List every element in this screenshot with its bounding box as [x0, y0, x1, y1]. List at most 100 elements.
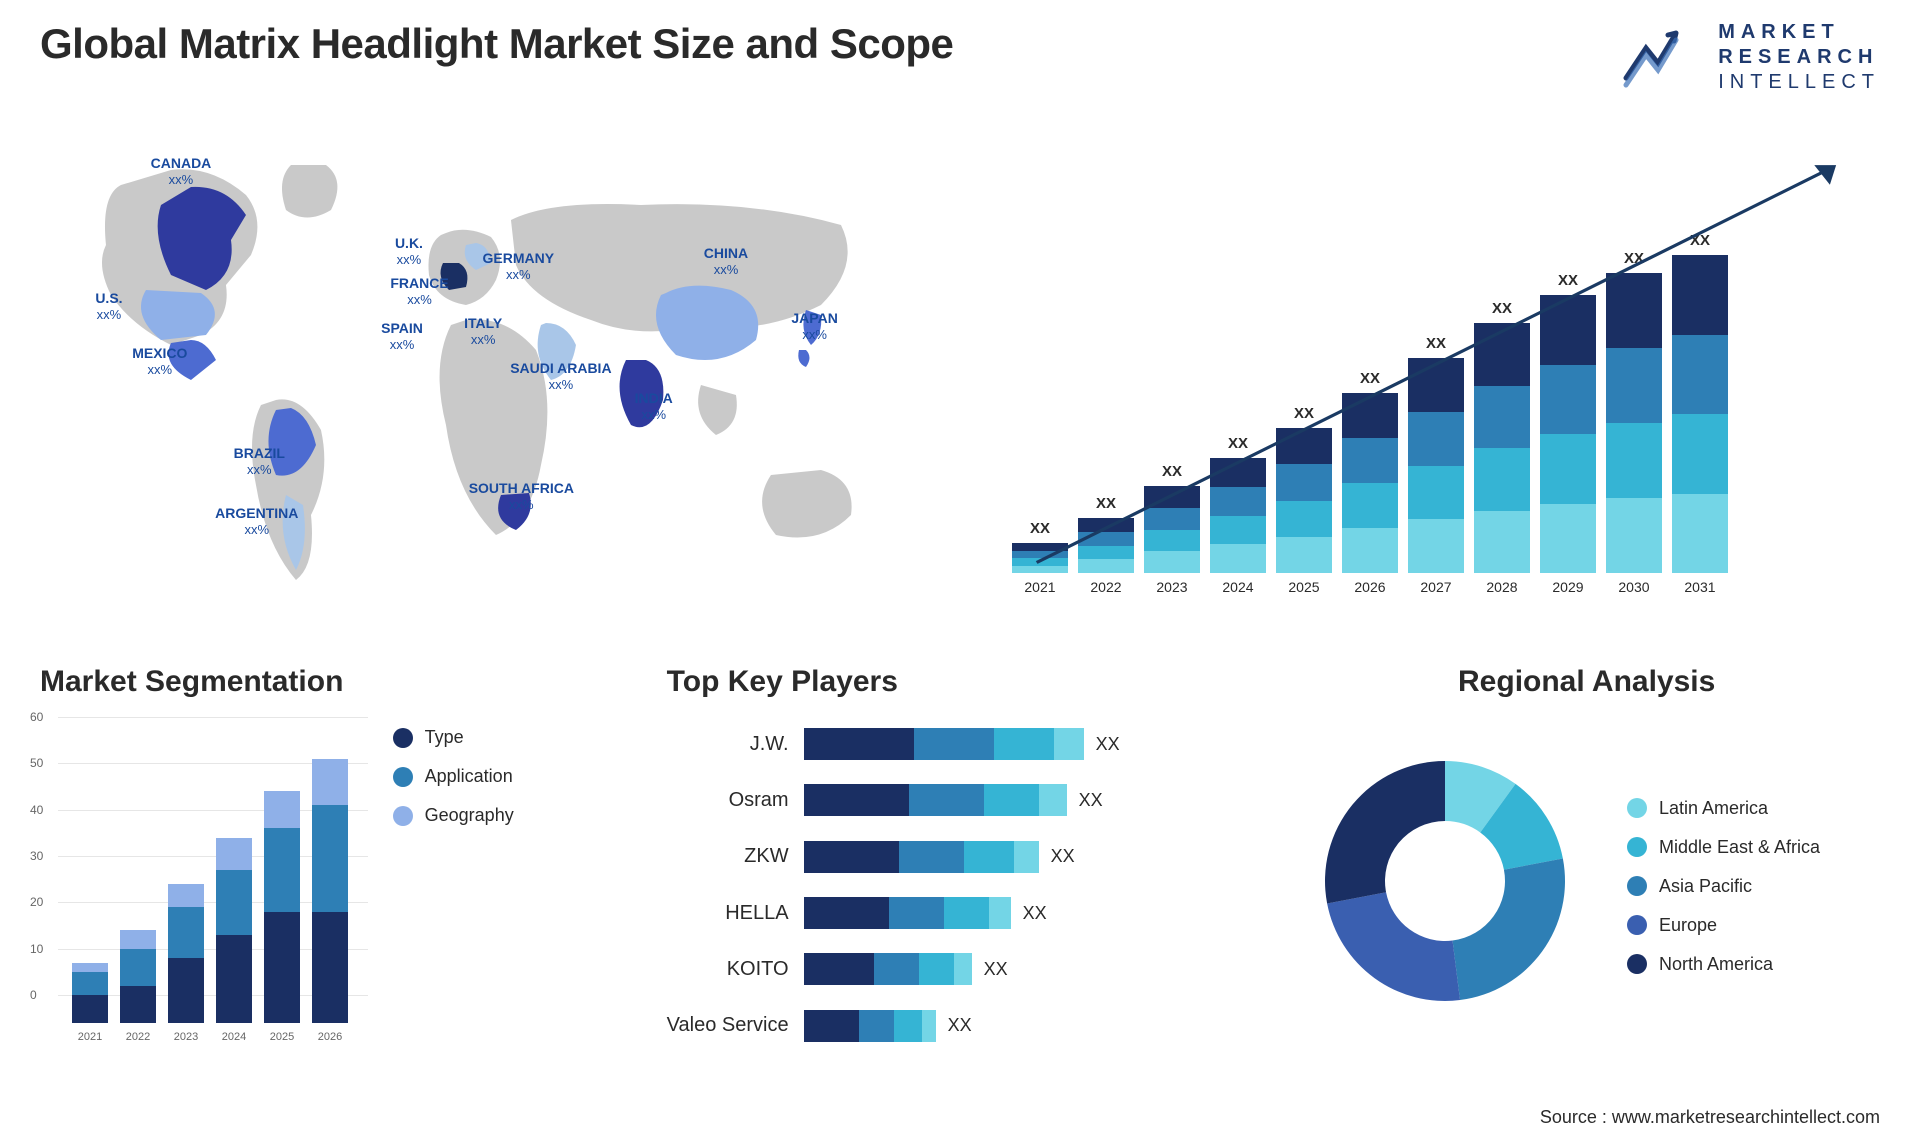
map-callout: SAUDI ARABIAxx%: [510, 360, 611, 392]
key-player-bar-row: XX: [804, 953, 1254, 985]
map-callout: U.K.xx%: [395, 235, 423, 267]
forecast-bar-value: XX: [1624, 250, 1644, 267]
key-player-name: HELLA: [725, 902, 788, 925]
forecast-bar: XX 2031: [1672, 232, 1728, 595]
forecast-year-label: 2025: [1288, 579, 1319, 595]
forecast-bar: XX 2021: [1012, 520, 1068, 595]
logo-line3: INTELLECT: [1718, 70, 1880, 95]
key-player-value: XX: [948, 1015, 972, 1036]
world-map-panel: CANADAxx%U.S.xx%MEXICOxx%BRAZILxx%ARGENT…: [40, 125, 962, 625]
legend-item: North America: [1627, 954, 1880, 975]
regional-title: Regional Analysis: [1293, 665, 1880, 699]
forecast-year-label: 2021: [1024, 579, 1055, 595]
key-player-bars: XX XX XX XX XX XX: [804, 725, 1254, 1045]
key-player-name: Valeo Service: [667, 1014, 789, 1037]
forecast-year-label: 2024: [1222, 579, 1253, 595]
map-callout: CANADAxx%: [151, 155, 212, 187]
forecast-bar: XX 2026: [1342, 370, 1398, 595]
seg-x-label: 2024: [222, 1031, 246, 1043]
forecast-bar-value: XX: [1690, 232, 1710, 249]
map-callout: INDIAxx%: [635, 390, 673, 422]
forecast-bar: XX 2027: [1408, 335, 1464, 595]
forecast-bar-value: XX: [1426, 335, 1446, 352]
seg-x-label: 2025: [270, 1031, 294, 1043]
forecast-chart: XX2021XX2022XX2023XX2024XX2025XX2026XX20…: [1002, 125, 1880, 625]
map-callout: BRAZILxx%: [234, 445, 285, 477]
key-player-value: XX: [1096, 734, 1120, 755]
donut-segment: [1325, 761, 1445, 903]
map-callout: SOUTH AFRICAxx%: [469, 480, 574, 512]
map-callout: FRANCExx%: [390, 275, 448, 307]
forecast-year-label: 2022: [1090, 579, 1121, 595]
forecast-year-label: 2030: [1618, 579, 1649, 595]
forecast-bar: XX2022: [1078, 495, 1134, 595]
segmentation-bar: [264, 791, 300, 1023]
seg-x-label: 2021: [78, 1031, 102, 1043]
legend-item: Asia Pacific: [1627, 876, 1880, 897]
forecast-year-label: 2027: [1420, 579, 1451, 595]
forecast-year-label: 2026: [1354, 579, 1385, 595]
key-player-labels: J.W.OsramZKWHELLAKOITOValeo Service: [667, 725, 789, 1045]
map-callout: GERMANYxx%: [483, 250, 555, 282]
forecast-bar-value: XX: [1030, 520, 1050, 537]
regional-legend: Latin America Middle East & Africa Asia Pa…: [1627, 788, 1880, 975]
page-title: Global Matrix Headlight Market Size and …: [40, 20, 953, 68]
seg-x-label: 2023: [174, 1031, 198, 1043]
map-callout: CHINAxx%: [704, 245, 748, 277]
forecast-bar-value: XX: [1492, 300, 1512, 317]
logo-icon: [1616, 23, 1706, 93]
legend-item: Geography: [393, 805, 627, 826]
forecast-bar: XX 2023: [1144, 463, 1200, 595]
legend-item: Type: [393, 727, 627, 748]
key-player-bar-row: XX: [804, 1010, 1254, 1042]
forecast-bar: XX 2024: [1210, 435, 1266, 595]
segmentation-panel: Market Segmentation 01020304050602021202…: [40, 665, 627, 1045]
key-players-title: Top Key Players: [667, 665, 1254, 699]
segmentation-legend: Type Application Geography: [393, 717, 627, 1045]
key-player-value: XX: [1079, 790, 1103, 811]
donut-segment: [1327, 892, 1460, 1001]
key-player-bar-row: XX: [804, 841, 1254, 873]
key-player-value: XX: [1023, 903, 1047, 924]
forecast-year-label: 2023: [1156, 579, 1187, 595]
forecast-year-label: 2029: [1552, 579, 1583, 595]
seg-y-tick: 20: [30, 895, 43, 909]
seg-x-label: 2022: [126, 1031, 150, 1043]
legend-item: Latin America: [1627, 798, 1880, 819]
forecast-bar-value: XX: [1162, 463, 1182, 480]
seg-y-tick: 60: [30, 710, 43, 724]
key-player-value: XX: [984, 959, 1008, 980]
forecast-bar: XX 2029: [1540, 272, 1596, 595]
seg-y-tick: 30: [30, 849, 43, 863]
segmentation-bar: [168, 884, 204, 1023]
map-callout: MEXICOxx%: [132, 345, 187, 377]
seg-y-tick: 40: [30, 803, 43, 817]
forecast-bar-value: XX: [1294, 405, 1314, 422]
key-player-name: Osram: [729, 789, 789, 812]
legend-item: Application: [393, 766, 627, 787]
seg-x-label: 2026: [318, 1031, 342, 1043]
brand-logo: MARKET RESEARCH INTELLECT: [1616, 20, 1880, 95]
logo-line2: RESEARCH: [1718, 45, 1880, 70]
seg-y-tick: 10: [30, 942, 43, 956]
source-attribution: Source : www.marketresearchintellect.com: [1540, 1107, 1880, 1128]
legend-item: Europe: [1627, 915, 1880, 936]
logo-line1: MARKET: [1718, 20, 1880, 45]
legend-item: Middle East & Africa: [1627, 837, 1880, 858]
forecast-bar-value: XX: [1360, 370, 1380, 387]
map-callout: U.S.xx%: [95, 290, 122, 322]
seg-y-tick: 50: [30, 756, 43, 770]
segmentation-bar: [72, 963, 108, 1023]
key-player-bar-row: XX: [804, 897, 1254, 929]
key-player-name: J.W.: [750, 733, 789, 756]
forecast-bar: XX2028: [1474, 300, 1530, 595]
forecast-bar-value: XX: [1558, 272, 1578, 289]
map-callout: ITALYxx%: [464, 315, 502, 347]
segmentation-bar: [312, 759, 348, 1023]
forecast-bar-value: XX: [1228, 435, 1248, 452]
regional-panel: Regional Analysis Latin America Middle Ea…: [1293, 665, 1880, 1045]
segmentation-bar: [216, 838, 252, 1023]
forecast-year-label: 2031: [1684, 579, 1715, 595]
donut-segment: [1453, 859, 1565, 1001]
map-callout: JAPANxx%: [791, 310, 837, 342]
